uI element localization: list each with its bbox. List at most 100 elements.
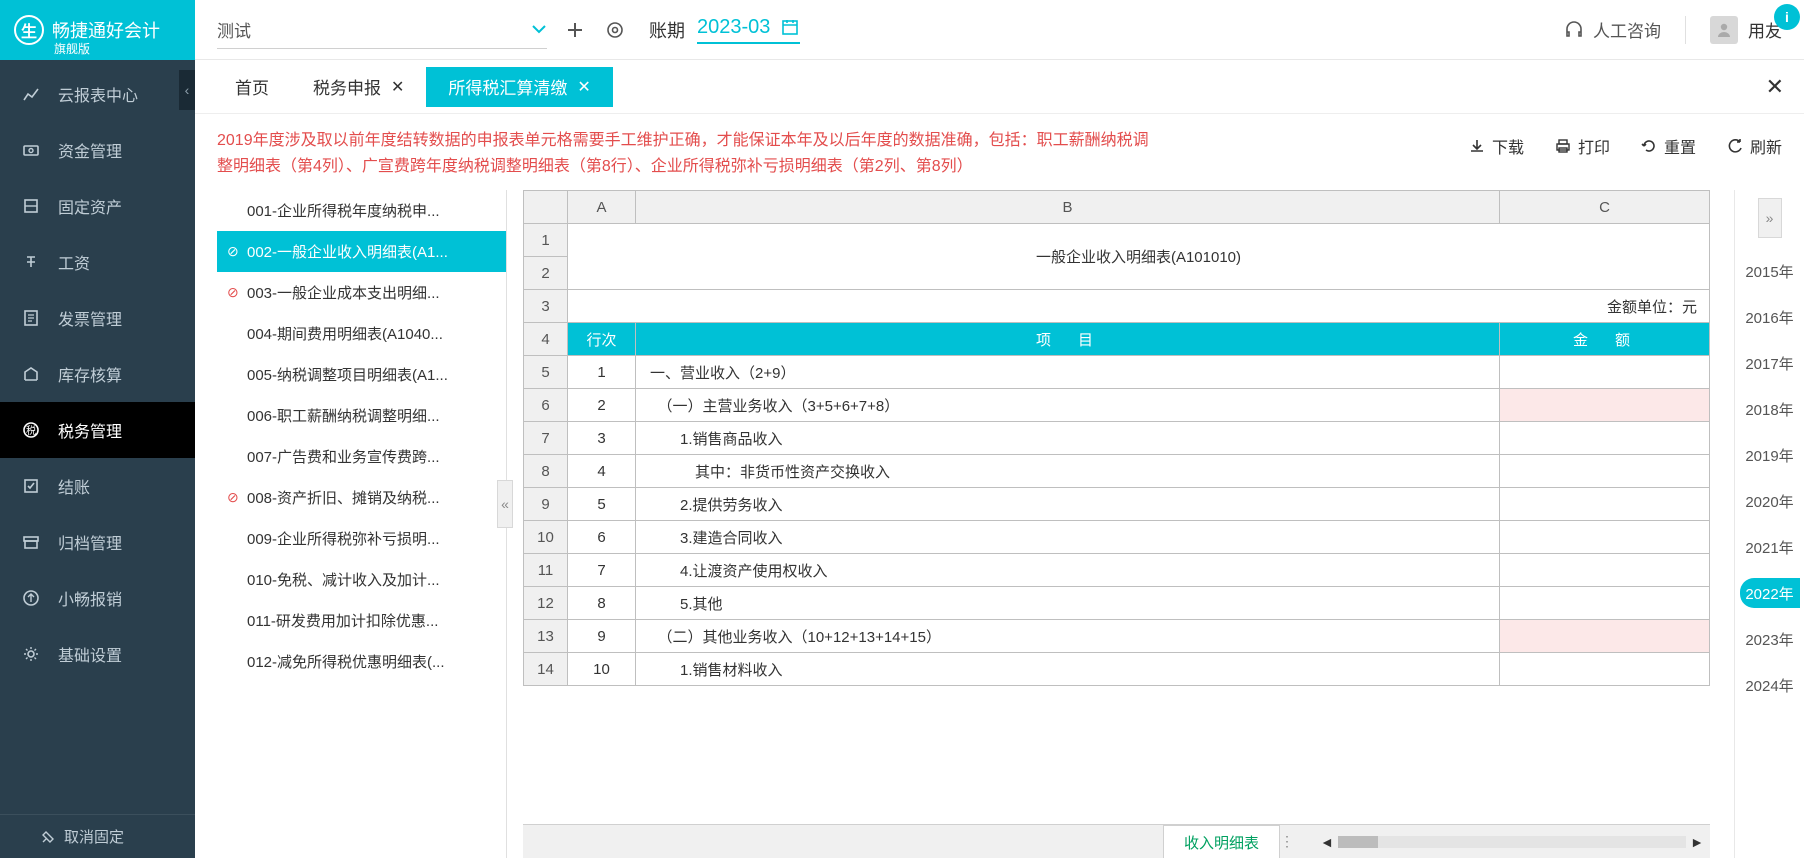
cell-amount[interactable] <box>1500 389 1710 422</box>
cell-item[interactable]: 2.提供劳务收入 <box>636 488 1500 521</box>
row-head[interactable]: 4 <box>524 323 568 356</box>
scroll-right[interactable]: ► <box>1690 834 1704 850</box>
hscroll-track[interactable] <box>1338 836 1686 848</box>
row-head[interactable]: 14 <box>524 653 568 686</box>
cell-item[interactable]: （一）主营业务收入（3+5+6+7+8） <box>636 389 1500 422</box>
row-head[interactable]: 1 <box>524 224 568 257</box>
year-item[interactable]: 2015年 <box>1740 248 1800 294</box>
cell-amount[interactable] <box>1500 422 1710 455</box>
form-list-item[interactable]: ⊘003-一般企业成本支出明细... <box>217 272 506 313</box>
add-button[interactable] <box>565 20 585 40</box>
cell-seq[interactable]: 6 <box>568 521 636 554</box>
year-item[interactable]: 2020年 <box>1740 478 1800 524</box>
tabs-close-all[interactable]: ✕ <box>1766 74 1784 100</box>
row-head[interactable]: 3 <box>524 290 568 323</box>
form-list-item[interactable]: 012-减免所得税优惠明细表(... <box>217 641 506 682</box>
sheet-tab[interactable]: 收入明细表 <box>1163 825 1280 858</box>
cell-item[interactable]: 其中：非货币性资产交换收入 <box>636 455 1500 488</box>
year-item[interactable]: 2017年 <box>1740 340 1800 386</box>
year-item[interactable]: 2019年 <box>1740 432 1800 478</box>
tab-close-icon[interactable]: ✕ <box>391 77 404 97</box>
org-selector[interactable]: 测试 <box>217 11 547 49</box>
cell-amount[interactable] <box>1500 356 1710 389</box>
cell-amount[interactable] <box>1500 455 1710 488</box>
form-list-item[interactable]: 009-企业所得税弥补亏损明... <box>217 518 506 559</box>
year-rail-expand[interactable]: » <box>1758 198 1782 238</box>
print-button[interactable]: 打印 <box>1554 134 1610 158</box>
cell-seq[interactable]: 5 <box>568 488 636 521</box>
form-list-item[interactable]: 010-免税、减计收入及加计... <box>217 559 506 600</box>
row-head[interactable]: 8 <box>524 455 568 488</box>
cell-seq[interactable]: 8 <box>568 587 636 620</box>
cell-amount[interactable] <box>1500 554 1710 587</box>
row-head[interactable]: 11 <box>524 554 568 587</box>
form-list-item[interactable]: 007-广告费和业务宣传费跨... <box>217 436 506 477</box>
sidebar-item-tax[interactable]: 税税务管理 <box>0 402 195 458</box>
row-head[interactable]: 9 <box>524 488 568 521</box>
cell-amount[interactable] <box>1500 521 1710 554</box>
cell-item[interactable]: 一、营业收入（2+9） <box>636 356 1500 389</box>
year-item[interactable]: 2023年 <box>1740 616 1800 662</box>
year-item[interactable]: 2024年 <box>1740 662 1800 708</box>
year-item[interactable]: 2021年 <box>1740 524 1800 570</box>
cell-item[interactable]: 3.建造合同收入 <box>636 521 1500 554</box>
sidebar-collapse-handle[interactable]: ‹ <box>179 70 195 110</box>
tab[interactable]: 税务申报✕ <box>291 67 426 107</box>
tab[interactable]: 首页 <box>213 67 291 107</box>
hscroll-thumb[interactable] <box>1338 836 1378 848</box>
cell-seq[interactable]: 7 <box>568 554 636 587</box>
user-menu[interactable]: 用友 <box>1710 16 1782 44</box>
row-head[interactable]: 12 <box>524 587 568 620</box>
download-button[interactable]: 下载 <box>1468 134 1524 158</box>
helpdesk-button[interactable]: 人工咨询 <box>1563 17 1661 42</box>
row-head[interactable]: 7 <box>524 422 568 455</box>
cell-item[interactable]: 1.销售商品收入 <box>636 422 1500 455</box>
scroll-left[interactable]: ◄ <box>1320 834 1334 850</box>
sidebar-unpin[interactable]: 取消固定 <box>0 814 195 858</box>
sidebar-item-stock[interactable]: 库存核算 <box>0 346 195 402</box>
row-head[interactable]: 13 <box>524 620 568 653</box>
form-list-item[interactable]: ⊘002-一般企业收入明细表(A1... <box>217 231 506 272</box>
form-list-item[interactable]: 004-期间费用明细表(A1040... <box>217 313 506 354</box>
col-head-B[interactable]: B <box>636 191 1500 224</box>
row-head[interactable]: 6 <box>524 389 568 422</box>
sidebar-item-archive[interactable]: 归档管理 <box>0 514 195 570</box>
form-list-item[interactable]: 001-企业所得税年度纳税申... <box>217 190 506 231</box>
cell-amount[interactable] <box>1500 620 1710 653</box>
form-list-collapse[interactable]: « <box>497 480 513 528</box>
year-item[interactable]: 2018年 <box>1740 386 1800 432</box>
info-badge[interactable]: i <box>1774 4 1800 30</box>
cell-item[interactable]: 1.销售材料收入 <box>636 653 1500 686</box>
col-head-C[interactable]: C <box>1500 191 1710 224</box>
cell-seq[interactable]: 3 <box>568 422 636 455</box>
sidebar-item-invoice[interactable]: 发票管理 <box>0 290 195 346</box>
cell-item[interactable]: 5.其他 <box>636 587 1500 620</box>
period-selector[interactable]: 2023-03 <box>697 16 800 44</box>
form-list-item[interactable]: 011-研发费用加计扣除优惠... <box>217 600 506 641</box>
reset-button[interactable]: 重置 <box>1640 134 1696 158</box>
sidebar-item-salary[interactable]: 工资 <box>0 234 195 290</box>
settings-button[interactable] <box>605 20 625 40</box>
sidebar-item-expense[interactable]: 小畅报销 <box>0 570 195 626</box>
tab-close-icon[interactable]: ✕ <box>577 77 590 97</box>
cell-amount[interactable] <box>1500 587 1710 620</box>
tab[interactable]: 所得税汇算清缴✕ <box>426 67 612 107</box>
year-item[interactable]: 2022年 <box>1740 578 1800 608</box>
cell-seq[interactable]: 2 <box>568 389 636 422</box>
row-head[interactable]: 5 <box>524 356 568 389</box>
cell-item[interactable]: 4.让渡资产使用权收入 <box>636 554 1500 587</box>
form-list-item[interactable]: 005-纳税调整项目明细表(A1... <box>217 354 506 395</box>
sidebar-item-chart[interactable]: 云报表中心 <box>0 66 195 122</box>
year-item[interactable]: 2016年 <box>1740 294 1800 340</box>
row-head[interactable]: 2 <box>524 257 568 290</box>
row-head[interactable]: 10 <box>524 521 568 554</box>
sidebar-item-asset[interactable]: 固定资产 <box>0 178 195 234</box>
sheet-tab-menu[interactable]: ⋮ <box>1280 833 1294 850</box>
cell-seq[interactable]: 10 <box>568 653 636 686</box>
form-list-item[interactable]: ⊘008-资产折旧、摊销及纳税... <box>217 477 506 518</box>
brand-logo[interactable]: 生 畅捷通好会计 旗舰版 <box>0 0 195 60</box>
cell-amount[interactable] <box>1500 488 1710 521</box>
cell-item[interactable]: （二）其他业务收入（10+12+13+14+15） <box>636 620 1500 653</box>
sidebar-item-money[interactable]: 资金管理 <box>0 122 195 178</box>
refresh-button[interactable]: 刷新 <box>1726 134 1782 158</box>
